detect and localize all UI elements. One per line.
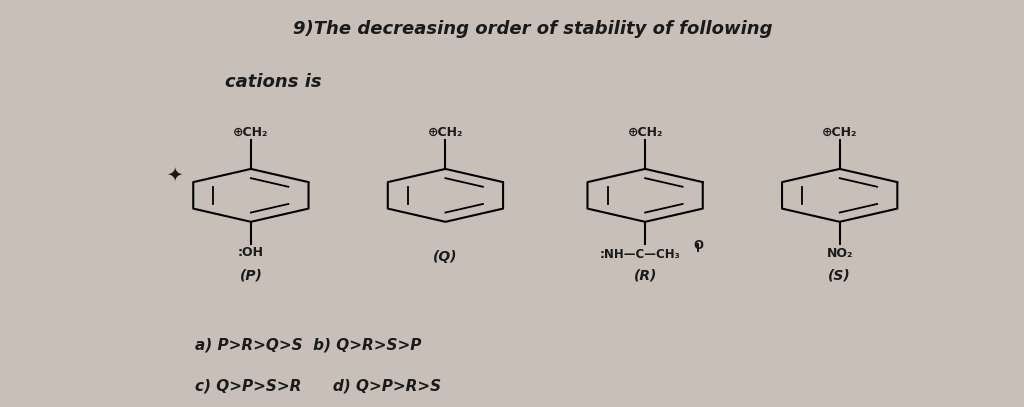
Text: (P): (P) [240,269,262,282]
Text: cations is: cations is [225,73,322,91]
Text: ⊕CH₂: ⊕CH₂ [428,125,463,138]
Text: 9)The decreasing order of stability of following: 9)The decreasing order of stability of f… [293,20,772,38]
Text: (S): (S) [828,269,851,282]
Text: (R): (R) [634,269,656,282]
Text: a) P>R>Q>S  b) Q>R>S>P: a) P>R>Q>S b) Q>R>S>P [195,338,421,353]
Text: (Q): (Q) [433,250,458,264]
Text: ✦: ✦ [166,166,182,184]
Text: NO₂: NO₂ [826,247,853,260]
Text: O: O [693,239,703,252]
Text: ⊕CH₂: ⊕CH₂ [233,125,268,138]
Text: ⊕CH₂: ⊕CH₂ [628,125,663,138]
Text: c) Q>P>S>R      d) Q>P>R>S: c) Q>P>S>R d) Q>P>R>S [195,379,440,394]
Text: :NH—C—CH₃: :NH—C—CH₃ [600,248,680,261]
Text: :OH: :OH [238,246,264,259]
Text: ⊕CH₂: ⊕CH₂ [822,125,857,138]
